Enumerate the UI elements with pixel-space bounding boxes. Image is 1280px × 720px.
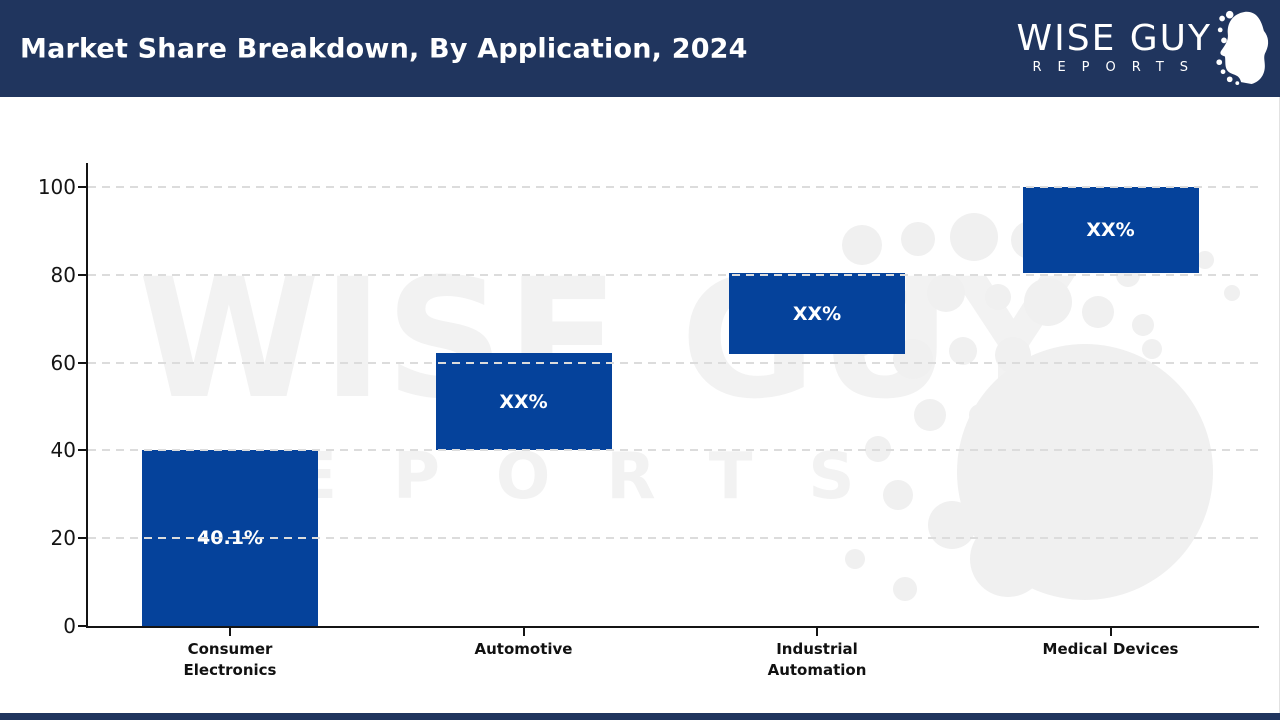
y-tick-label: 60 xyxy=(50,350,76,375)
x-tick-mark xyxy=(816,628,818,636)
bar-2: XX% xyxy=(729,273,905,354)
watermark-dot xyxy=(1196,251,1214,269)
bar-1: XX% xyxy=(435,353,612,451)
watermark-dot xyxy=(1132,314,1154,336)
watermark-dot xyxy=(893,577,917,601)
x-tick-mark xyxy=(522,628,525,636)
watermark-dot xyxy=(1224,285,1240,301)
x-category-label: Industrial Automation xyxy=(767,640,867,679)
gridline-20 xyxy=(88,537,1259,540)
logo-head-icon xyxy=(1216,10,1269,85)
x-category-label: Medical Devices xyxy=(1042,640,1179,658)
gridline-80 xyxy=(88,273,1259,276)
bar-value-label: XX% xyxy=(499,390,548,413)
gridline-60 xyxy=(88,361,1259,364)
watermark-dot xyxy=(842,225,882,265)
page-title: Market Share Breakdown, By Application, … xyxy=(20,33,748,64)
logo-tagline: REPORTS xyxy=(1032,60,1205,76)
chart-plot-area: WISE GUY REPORTS 0 20 40 60 80 100 40.1% XX% XX%… xyxy=(0,97,1280,713)
watermark-dot xyxy=(970,521,1046,597)
bar-value-label: XX% xyxy=(792,302,842,325)
y-tick-label: 40 xyxy=(50,438,76,463)
watermark-dot xyxy=(865,436,891,462)
y-tick-mark xyxy=(78,273,86,276)
watermark-dot xyxy=(883,480,913,510)
watermark-dot xyxy=(845,549,865,569)
watermark-dot xyxy=(1082,296,1114,328)
logo-text: WISE GUY REPORTS xyxy=(1017,19,1213,76)
bar-value-label: XX% xyxy=(1086,219,1135,242)
wiseguy-logo: WISE GUY REPORTS xyxy=(1017,9,1271,85)
watermark-dot xyxy=(927,274,965,312)
y-tick-label: 0 xyxy=(63,614,76,638)
y-tick-mark xyxy=(78,186,86,188)
x-category-label: Automotive xyxy=(474,640,573,658)
watermark-dot xyxy=(928,501,976,549)
gridline-40 xyxy=(88,449,1259,452)
header-bar: Market Share Breakdown, By Application, … xyxy=(0,0,1280,97)
x-tick-mark xyxy=(229,628,231,636)
logo-name: WISE GUY xyxy=(1016,17,1212,59)
watermark-dot xyxy=(1142,339,1162,359)
watermark-dot xyxy=(901,222,935,256)
y-tick-mark xyxy=(78,361,86,364)
y-axis-line xyxy=(86,163,88,628)
x-category-label: Consumer Electronics xyxy=(183,640,277,679)
y-tick-mark xyxy=(78,625,86,627)
y-tick-mark xyxy=(78,449,86,452)
footer-bar xyxy=(0,713,1280,720)
y-tick-label: 80 xyxy=(50,262,76,287)
x-tick-mark xyxy=(1109,628,1112,636)
watermark-dot xyxy=(950,213,998,261)
watermark-dot xyxy=(985,284,1011,310)
y-tick-label: 20 xyxy=(50,526,76,551)
y-tick-mark xyxy=(78,537,86,540)
x-axis-line xyxy=(86,626,1259,628)
watermark-dot xyxy=(914,399,946,431)
bar-3: XX% xyxy=(1022,187,1199,274)
watermark-dot xyxy=(949,337,977,365)
watermark-dot xyxy=(1024,278,1072,326)
gridline-100 xyxy=(88,186,1259,188)
y-tick-label: 100 xyxy=(37,175,76,199)
